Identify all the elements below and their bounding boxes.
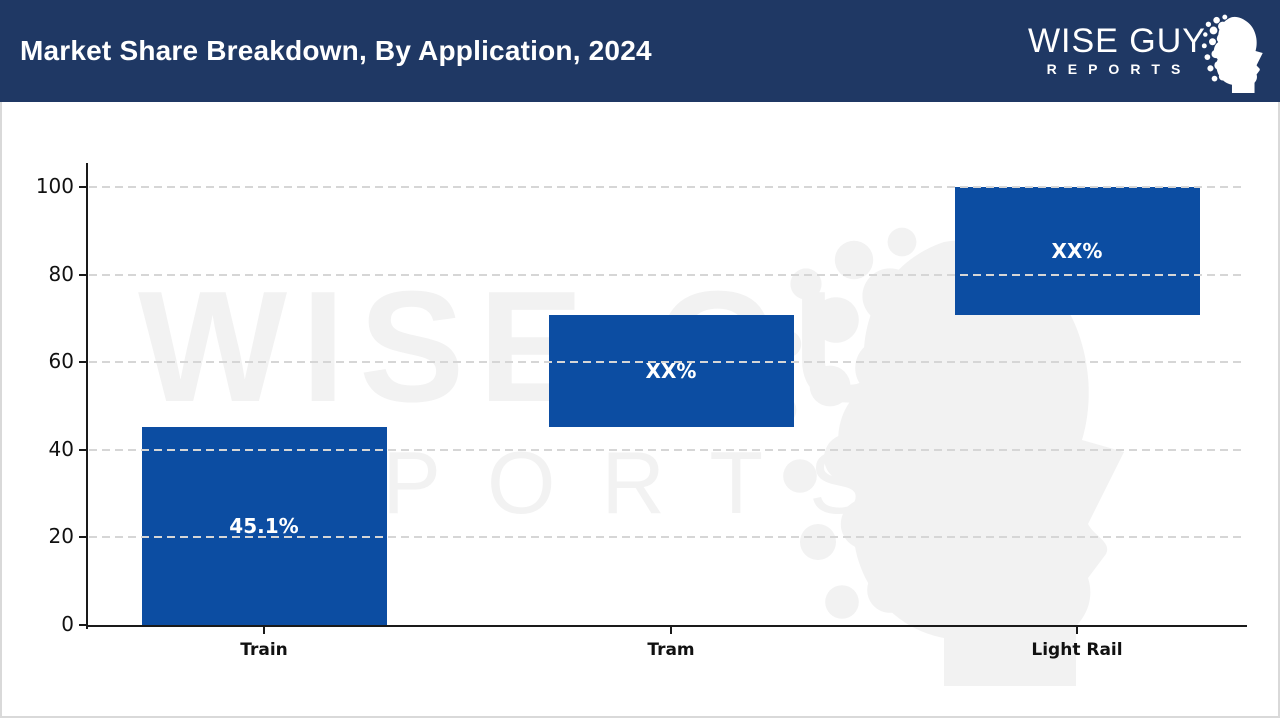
y-tick-label: 40: [48, 436, 74, 461]
y-tick-label: 20: [48, 524, 74, 549]
face-dots-icon: [1201, 14, 1263, 93]
brand-subtitle: REPORTS: [1046, 61, 1192, 77]
gridline: [89, 186, 1246, 188]
y-tick-label: 80: [48, 261, 74, 286]
x-tick-label: Train: [240, 640, 288, 660]
y-axis-tick: [79, 448, 87, 451]
x-tick-label: Light Rail: [1031, 640, 1123, 660]
bar-value-label: 45.1%: [229, 514, 299, 539]
bar-light-rail: XX%: [954, 187, 1200, 315]
chart-area: WISE GUY REPORTS 0 20 40 60 80 100 45.1% Train X…: [0, 102, 1280, 720]
header-bar: Market Share Breakdown, By Application, …: [0, 0, 1280, 102]
y-axis: [86, 163, 88, 629]
y-tick-label: 0: [61, 612, 74, 636]
x-axis-tick: [263, 627, 265, 634]
watermark-face-dots-icon: [767, 227, 1124, 687]
gridline: [89, 273, 1246, 276]
y-axis-tick: [79, 624, 87, 626]
gridline: [89, 361, 1246, 364]
gridline: [89, 536, 1246, 539]
x-axis-tick: [670, 627, 672, 634]
brand-wordmark: WISE GUY REPORTS: [1028, 24, 1206, 77]
x-axis: [86, 625, 1247, 627]
bar-train: 45.1%: [141, 427, 387, 625]
brand-name: WISE GUY: [1027, 22, 1206, 60]
x-axis-tick: [1076, 627, 1078, 634]
y-tick-label: 60: [48, 349, 74, 374]
y-axis-tick: [79, 186, 87, 188]
y-axis-tick: [79, 273, 87, 276]
brand-logo: WISE GUY REPORTS: [1012, 8, 1263, 94]
y-axis-tick: [79, 536, 87, 539]
gridline: [89, 448, 1246, 451]
page-title: Market Share Breakdown, By Application, …: [20, 35, 652, 66]
bar-tram: XX%: [548, 314, 794, 428]
x-tick-label: Tram: [647, 640, 695, 660]
y-axis-tick: [79, 361, 87, 364]
bar-value-label: XX%: [1051, 238, 1103, 263]
y-tick-label: 100: [35, 174, 74, 198]
